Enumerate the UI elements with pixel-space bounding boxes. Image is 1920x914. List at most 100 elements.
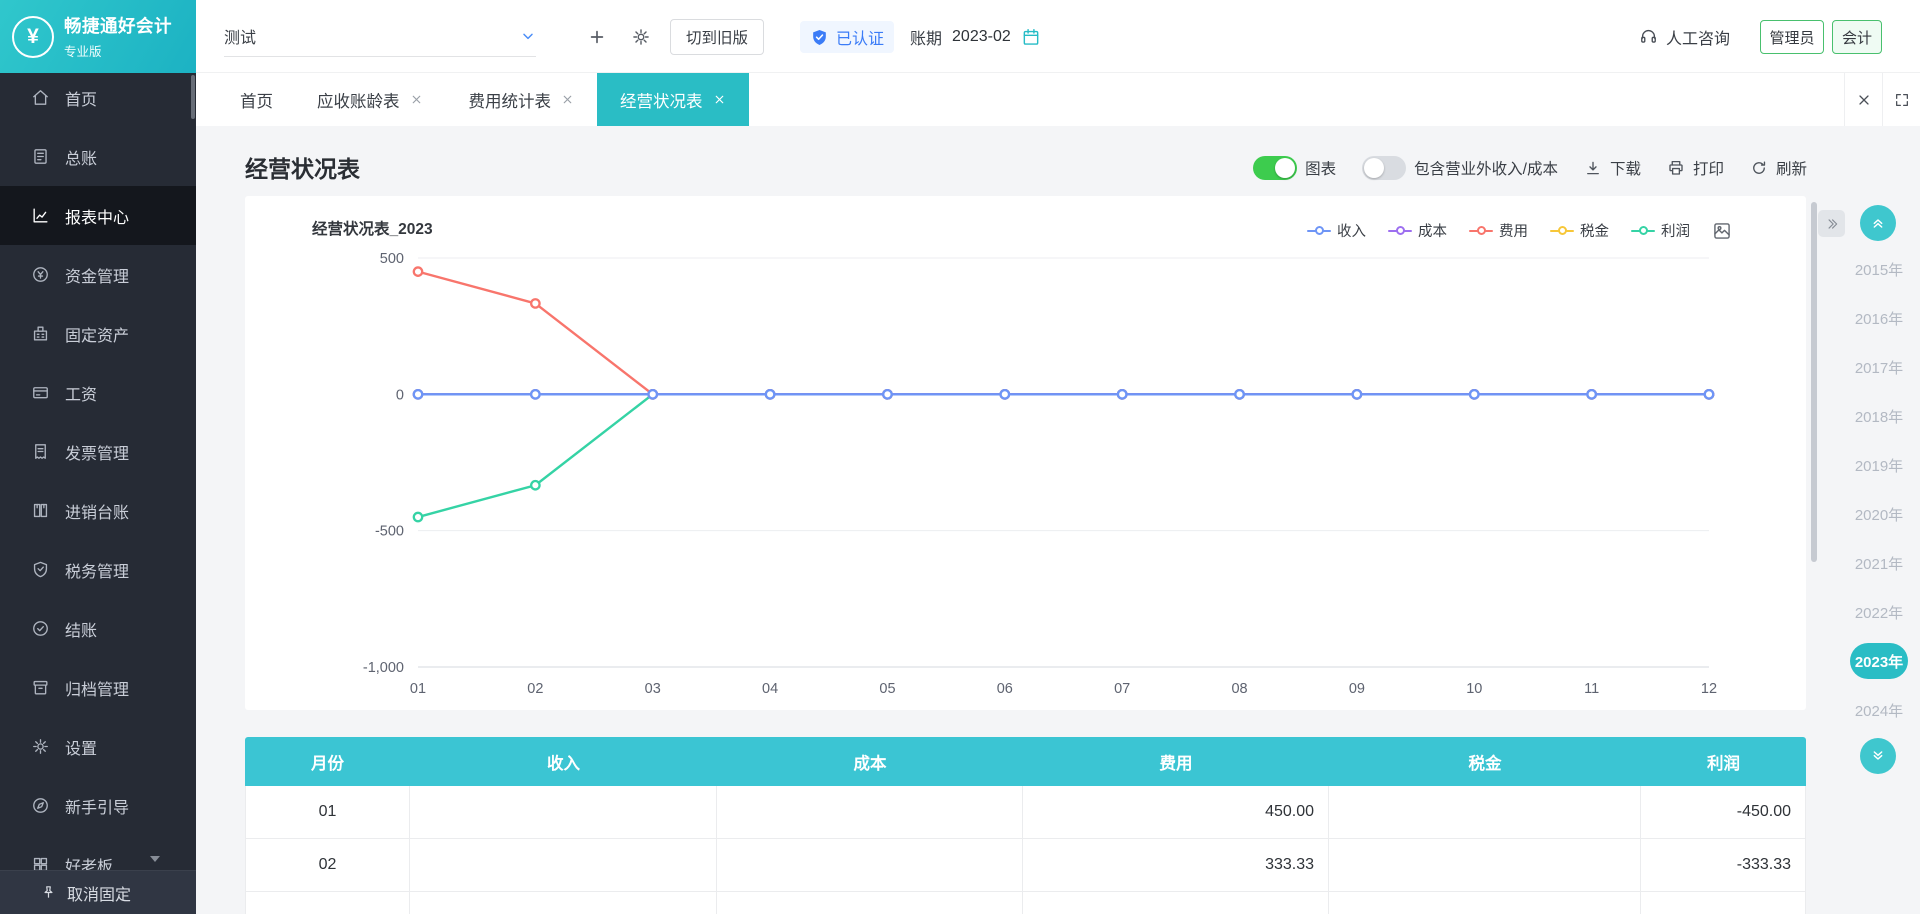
sidebar: 首页 总账 报表中心 资金管理 固定资产 工资 发票管理 进销台账	[0, 73, 196, 914]
add-account-button[interactable]	[584, 24, 610, 50]
year-item[interactable]: 2024年	[1854, 702, 1904, 720]
plus-icon	[590, 30, 604, 44]
toggle-knob	[1364, 158, 1385, 178]
table-header-row: 月份 收入 成本 费用 税金 利润	[245, 737, 1806, 786]
close-icon	[1858, 94, 1869, 105]
svg-text:01: 01	[410, 681, 426, 697]
admin-button[interactable]: 管理员	[1760, 20, 1824, 54]
double-chevron-down-icon	[1873, 751, 1883, 760]
switch-to-old-version-button[interactable]: 切到旧版	[670, 19, 765, 55]
year-item[interactable]: 2018年	[1854, 408, 1904, 426]
year-scroll-down-button[interactable]	[1860, 738, 1896, 774]
svg-text:02: 02	[527, 681, 543, 697]
chart-toggle[interactable]	[1253, 156, 1298, 180]
sidebar-item-archive[interactable]: 归档管理	[0, 658, 196, 717]
page-title: 经营状况表	[245, 156, 360, 182]
fullscreen-button[interactable]	[1882, 73, 1920, 126]
sidebar-item-invoice[interactable]: 发票管理	[0, 422, 196, 481]
nonop-toggle[interactable]	[1362, 156, 1407, 180]
period-value[interactable]: 2023-02	[952, 27, 1011, 45]
year-item[interactable]: 2020年	[1854, 506, 1904, 524]
tab-home[interactable]: 首页	[240, 92, 273, 111]
home-icon	[31, 88, 50, 107]
certified-badge[interactable]: 已认证	[800, 21, 895, 53]
gear-icon	[31, 737, 50, 756]
calendar-icon[interactable]	[1021, 27, 1041, 47]
sidebar-item-settings[interactable]: 设置	[0, 717, 196, 776]
company-select[interactable]: 测试	[224, 15, 536, 57]
gear-icon	[633, 29, 649, 45]
print-button[interactable]: 打印	[1667, 157, 1724, 179]
chart-legend: 收入 成本 费用 税金 利润	[1307, 220, 1690, 241]
legend-marker-icon	[1550, 226, 1574, 235]
refresh-button[interactable]: 刷新	[1750, 157, 1807, 179]
topbar: 测试 切到旧版 已认证 账期 2023-02 人工咨询 管理员 会计	[196, 0, 1920, 73]
download-icon	[1587, 161, 1599, 175]
svg-text:03: 03	[645, 681, 661, 697]
legend-marker-icon	[1307, 226, 1331, 235]
svg-text:05: 05	[879, 681, 895, 697]
sidebar-item-salary[interactable]: 工资	[0, 363, 196, 422]
year-scroll-up-button[interactable]	[1860, 205, 1896, 241]
table-cell: 450.00	[1023, 786, 1329, 839]
year-item[interactable]: 2015年	[1854, 261, 1904, 279]
sidebar-item-tax[interactable]: 税务管理	[0, 540, 196, 599]
close-icon[interactable]	[561, 93, 574, 106]
company-name: 测试	[224, 29, 257, 47]
logo-icon: ¥	[12, 15, 54, 58]
legend-item[interactable]: 费用	[1469, 220, 1528, 241]
sidebar-item-closing[interactable]: 结账	[0, 599, 196, 658]
role-button[interactable]: 会计	[1832, 20, 1882, 54]
tab-operating-status[interactable]: 经营状况表	[597, 73, 749, 126]
tab-receivable-aging[interactable]: 应收账龄表	[294, 73, 446, 126]
year-item-active[interactable]: 2023年	[1850, 643, 1908, 679]
legend-item[interactable]: 收入	[1307, 220, 1366, 241]
salary-card-icon	[31, 383, 50, 402]
double-chevron-right-icon	[1828, 218, 1837, 229]
tab-expense-statistics[interactable]: 费用统计表	[446, 73, 598, 126]
books-icon	[31, 501, 50, 520]
sidebar-item-guide[interactable]: 新手引导	[0, 776, 196, 835]
collapse-year-panel-button[interactable]	[1818, 210, 1845, 237]
svg-text:0: 0	[396, 387, 404, 403]
table-row[interactable]: 02 333.33 -333.33	[245, 839, 1806, 892]
funds-icon	[31, 265, 50, 284]
report-icon	[31, 206, 50, 225]
legend-item[interactable]: 利润	[1631, 220, 1690, 241]
close-all-tabs-button[interactable]	[1844, 73, 1882, 126]
close-icon[interactable]	[410, 93, 423, 106]
double-chevron-up-icon	[1873, 219, 1883, 228]
year-item[interactable]: 2019年	[1854, 457, 1904, 475]
sidebar-item-home[interactable]: 首页	[0, 73, 196, 127]
year-item[interactable]: 2017年	[1854, 359, 1904, 377]
sidebar-scrollbar[interactable]	[191, 75, 195, 119]
close-icon[interactable]	[713, 93, 726, 106]
ledger-icon	[31, 147, 50, 166]
app-logo: ¥ 畅捷通好会计 专业版	[0, 0, 196, 73]
unpin-sidebar-button[interactable]: 取消固定	[0, 870, 196, 914]
content-scrollbar[interactable]	[1811, 202, 1817, 562]
sidebar-item-report-center[interactable]: 报表中心	[0, 186, 196, 245]
sidebar-item-funds[interactable]: 资金管理	[0, 245, 196, 304]
brand-name: 畅捷通好会计	[64, 16, 172, 36]
main-content: 经营状况表 图表 包含营业外收入/成本 下载 打印 刷新 经营状况表_2023 …	[196, 126, 1920, 914]
building-icon	[31, 324, 50, 343]
sidebar-item-fixed-assets[interactable]: 固定资产	[0, 304, 196, 363]
sidebar-item-general-ledger[interactable]: 总账	[0, 127, 196, 186]
legend-marker-icon	[1469, 226, 1493, 235]
year-item[interactable]: 2022年	[1854, 604, 1904, 622]
sidebar-item-purchase-sales[interactable]: 进销台账	[0, 481, 196, 540]
save-image-icon[interactable]	[1712, 221, 1732, 241]
support-button[interactable]: 人工咨询	[1639, 0, 1730, 73]
legend-item[interactable]: 成本	[1388, 220, 1447, 241]
download-button[interactable]: 下载	[1584, 157, 1641, 179]
table-row[interactable]: 01 450.00 -450.00	[245, 786, 1806, 839]
account-settings-button[interactable]	[628, 24, 654, 50]
sidebar-more-chevron-icon[interactable]	[150, 856, 160, 862]
legend-marker-icon	[1388, 226, 1412, 235]
legend-marker-icon	[1631, 226, 1655, 235]
year-item[interactable]: 2021年	[1854, 555, 1904, 573]
year-item[interactable]: 2016年	[1854, 310, 1904, 328]
table-header-cell: 月份	[311, 754, 344, 773]
legend-item[interactable]: 税金	[1550, 220, 1609, 241]
